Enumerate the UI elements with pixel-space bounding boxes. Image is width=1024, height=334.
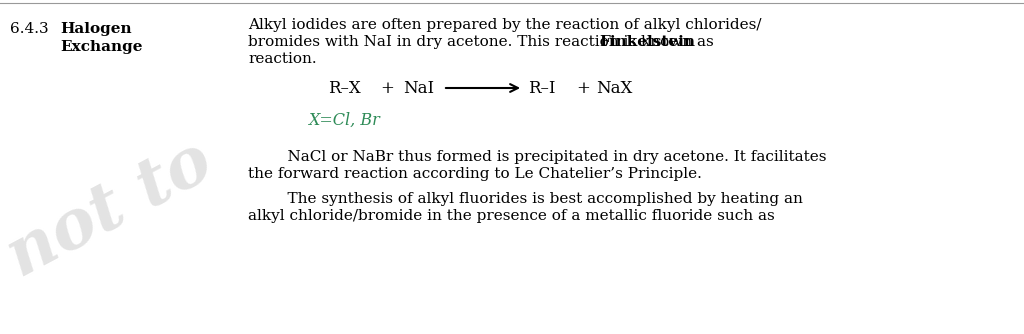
- Text: +: +: [575, 80, 590, 97]
- Text: +: +: [380, 80, 394, 97]
- Text: NaI: NaI: [403, 80, 434, 97]
- Text: NaX: NaX: [596, 80, 633, 97]
- Text: not to: not to: [0, 129, 223, 291]
- Text: Halogen: Halogen: [60, 22, 132, 36]
- Text: reaction.: reaction.: [248, 52, 316, 66]
- Text: R–I: R–I: [528, 80, 555, 97]
- Text: X=Cl, Br: X=Cl, Br: [308, 112, 380, 129]
- Text: NaCl or NaBr thus formed is precipitated in dry acetone. It facilitates: NaCl or NaBr thus formed is precipitated…: [268, 150, 826, 164]
- Text: the forward reaction according to Le Chatelier’s Principle.: the forward reaction according to Le Cha…: [248, 167, 701, 181]
- Text: The synthesis of alkyl fluorides is best accomplished by heating an: The synthesis of alkyl fluorides is best…: [268, 192, 803, 206]
- Text: Alkyl iodides are often prepared by the reaction of alkyl chlorides/: Alkyl iodides are often prepared by the …: [248, 18, 762, 32]
- Text: 6.4.3: 6.4.3: [10, 22, 48, 36]
- Text: Finkelstein: Finkelstein: [599, 35, 695, 49]
- Text: bromides with NaI in dry acetone. This reaction is known as: bromides with NaI in dry acetone. This r…: [248, 35, 719, 49]
- Text: Exchange: Exchange: [60, 40, 142, 54]
- Text: alkyl chloride/bromide in the presence of a metallic fluoride such as: alkyl chloride/bromide in the presence o…: [248, 209, 775, 223]
- Text: R–X: R–X: [328, 80, 360, 97]
